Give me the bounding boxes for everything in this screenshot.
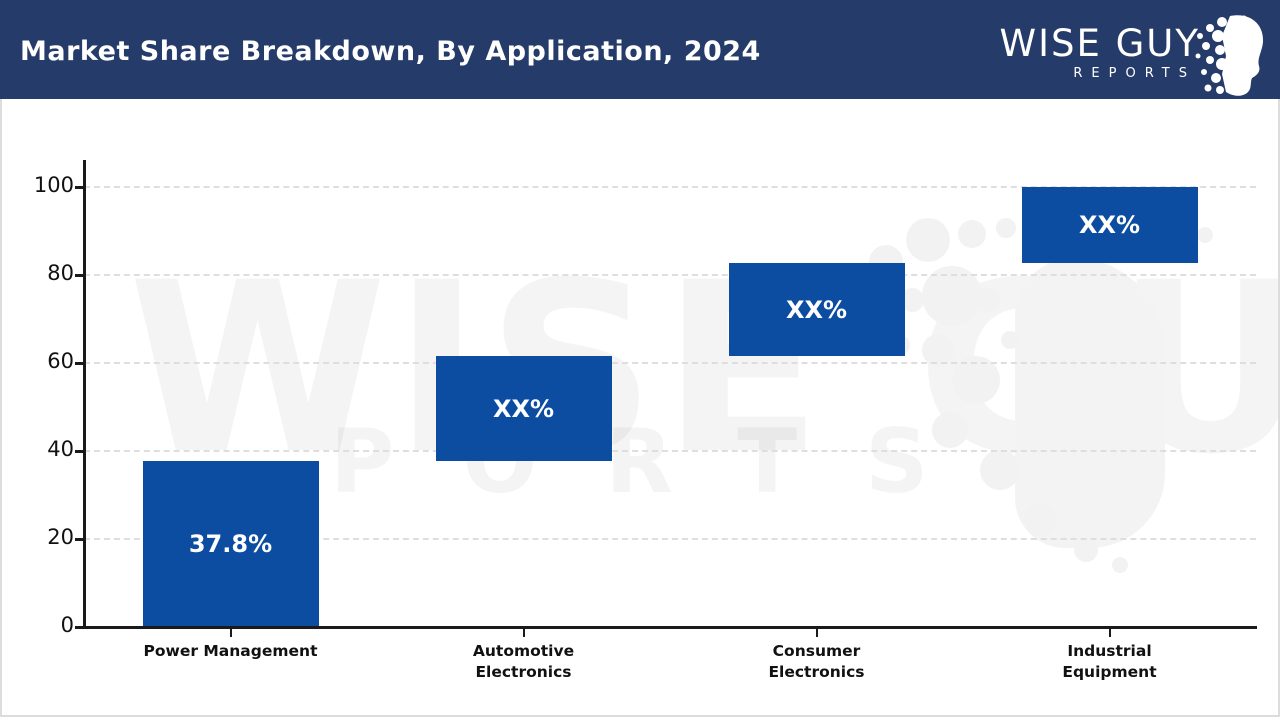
y-tickmark-40 bbox=[75, 450, 84, 453]
gridline-100 bbox=[84, 186, 1256, 188]
watermark-dot bbox=[932, 412, 968, 448]
x-category-label-consumer-electronics: Consumer Electronics bbox=[672, 641, 962, 683]
watermark-dot bbox=[952, 356, 1000, 404]
gridline-20 bbox=[84, 538, 1256, 540]
x-category-label-automotive-electronics: Automotive Electronics bbox=[379, 641, 669, 683]
x-category-label-line: Power Management bbox=[143, 642, 318, 660]
watermark-dot bbox=[980, 450, 1020, 490]
x-category-label-line: Electronics bbox=[475, 663, 572, 681]
page-title: Market Share Breakdown, By Application, … bbox=[20, 36, 761, 67]
header-banner: Market Share Breakdown, By Application, … bbox=[0, 0, 1280, 99]
watermark-dot bbox=[922, 266, 982, 326]
bar-value-label: 37.8% bbox=[188, 529, 273, 558]
y-tickmark-20 bbox=[75, 538, 84, 541]
watermark-dot bbox=[1074, 538, 1098, 562]
x-tickmark-0 bbox=[229, 629, 232, 637]
watermark-dot bbox=[922, 334, 954, 366]
x-category-label-line: Equipment bbox=[1062, 663, 1157, 681]
watermark-dot bbox=[976, 288, 1000, 312]
y-tick-label-20: 20 bbox=[47, 525, 74, 549]
watermark-text-2: PORTS bbox=[330, 418, 997, 506]
watermark-head-silhouette bbox=[1015, 258, 1165, 548]
watermark-dot bbox=[1024, 504, 1056, 536]
bar-value-label: XX% bbox=[785, 295, 848, 324]
y-tick-label-40: 40 bbox=[47, 437, 74, 461]
x-tickmark-2 bbox=[815, 629, 818, 637]
y-tickmark-0 bbox=[75, 626, 84, 629]
x-tickmark-3 bbox=[1108, 629, 1111, 637]
watermark-dot bbox=[1197, 227, 1213, 243]
chart-area: 0 20 40 60 80 100 37.8% Power Management XX% Auto… bbox=[0, 99, 1280, 715]
bar-power-management: 37.8% bbox=[142, 460, 319, 627]
x-category-label-line: Automotive bbox=[472, 642, 575, 660]
x-category-label-line: Electronics bbox=[768, 663, 865, 681]
watermark-dot bbox=[1001, 331, 1019, 349]
brand-logo-wordmark: WISE GUY bbox=[999, 22, 1200, 65]
y-axis-line bbox=[83, 160, 86, 629]
y-tick-label-60: 60 bbox=[47, 349, 74, 373]
gridline-60 bbox=[84, 362, 1256, 364]
x-category-label-power-management: Power Management bbox=[86, 641, 376, 662]
bar-industrial-equipment: XX% bbox=[1021, 187, 1198, 264]
bar-value-label: XX% bbox=[1078, 211, 1141, 240]
watermark-dot bbox=[958, 220, 986, 248]
y-tickmark-80 bbox=[75, 274, 84, 277]
y-tick-label-0: 0 bbox=[60, 613, 74, 637]
watermark-dot bbox=[1112, 557, 1128, 573]
x-category-label-line: Consumer bbox=[772, 642, 861, 660]
watermark-dot bbox=[996, 218, 1016, 238]
bar-consumer-electronics: XX% bbox=[728, 263, 905, 357]
gridline-40 bbox=[84, 450, 1256, 452]
brand-logo-subtext: REPORTS bbox=[1073, 66, 1196, 81]
x-category-label-line: Industrial bbox=[1067, 642, 1152, 660]
bar-automotive-electronics: XX% bbox=[435, 356, 612, 461]
bar-value-label: XX% bbox=[492, 394, 555, 423]
brand-logo-head-icon bbox=[1195, 15, 1264, 96]
brand-logo: WISE GUY REPORTS bbox=[1000, 10, 1270, 96]
y-tickmark-100 bbox=[75, 186, 84, 189]
x-axis-line bbox=[83, 626, 1257, 629]
x-tickmark-1 bbox=[522, 629, 525, 637]
y-tick-label-100: 100 bbox=[33, 173, 74, 197]
y-tick-label-80: 80 bbox=[47, 261, 74, 285]
x-category-label-industrial-equipment: Industrial Equipment bbox=[965, 641, 1255, 683]
gridline-80 bbox=[84, 274, 1256, 276]
y-tickmark-60 bbox=[75, 362, 84, 365]
watermark-dot bbox=[906, 218, 950, 262]
